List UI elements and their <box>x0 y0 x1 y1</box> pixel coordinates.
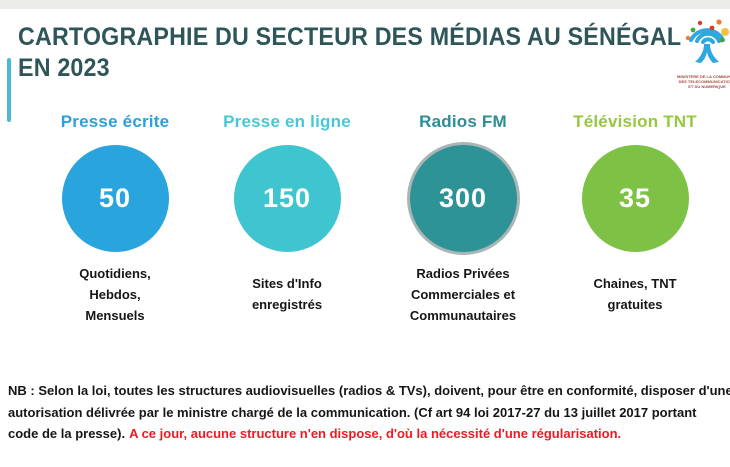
legal-note-line-1: NB : Selon la loi, toutes les structures… <box>8 383 730 398</box>
stat-label-line: gratuites <box>607 297 663 312</box>
logo-dots <box>685 19 729 43</box>
page-title-line-1: CARTOGRAPHIE DU SECTEUR DES MÉDIAS AU SÉ… <box>18 23 682 51</box>
page-title-line-2: EN 2023 <box>18 54 110 82</box>
column-presse-en-ligne: Presse en ligne 150 Sites d'Info enregis… <box>198 112 376 328</box>
stat-label-line: Radios Privées <box>416 265 510 281</box>
ministry-logo: MINISTERE DE LA COMMUNICATION DES TELECO… <box>677 14 730 89</box>
stat-label: Sites d'Info enregistrés <box>198 260 376 328</box>
stat-label-line: Hebdos, <box>89 286 141 302</box>
stat-circle: 300 <box>409 145 517 252</box>
tree-trunk <box>695 44 719 63</box>
legal-note-black-text: code de la presse). <box>8 426 126 441</box>
page-title: CARTOGRAPHIE DU SECTEUR DES MÉDIAS AU SÉ… <box>18 22 681 84</box>
stat-label-line: Chaines, TNT <box>593 276 677 291</box>
stat-value: 300 <box>438 183 488 213</box>
stat-value: 35 <box>618 183 652 213</box>
stat-label-line: enregistrés <box>251 297 323 312</box>
stat-circle: 50 <box>61 145 169 252</box>
stat-value: 50 <box>98 183 132 213</box>
column-television-tnt: Télévision TNT 35 Chaines, TNT gratuites <box>546 112 724 328</box>
stat-value: 150 <box>262 183 312 213</box>
legal-note-line-2: autorisation délivrée par le ministre ch… <box>8 404 697 420</box>
legal-note-line-3: code de la presse). A ce jour, aucune str… <box>8 423 730 445</box>
column-header: Presse écrite <box>60 112 170 131</box>
stat-label-line: Mensuels <box>85 307 145 323</box>
logo-caption-line-2: DES TELECOMMUNICATIONS <box>678 79 730 84</box>
stat-label-line: Sites d'Info <box>252 276 322 291</box>
column-presse-ecrite: Presse écrite 50 Quotidiens, Hebdos, Men… <box>26 112 204 328</box>
stat-label: Radios Privées Commerciales et Communaut… <box>374 260 552 328</box>
stat-label-line: Quotidiens, <box>79 265 151 281</box>
ministry-logo-caption: MINISTERE DE LA COMMUNICATION DES TELECO… <box>677 74 730 89</box>
stat-label-line: Communautaires <box>409 307 517 323</box>
column-radios-fm: Radios FM 300 Radios Privées Commerciale… <box>374 112 552 328</box>
column-header: Presse en ligne <box>223 112 351 131</box>
tree-logo-icon <box>685 19 729 63</box>
stat-circle: 35 <box>581 145 689 252</box>
stat-label: Quotidiens, Hebdos, Mensuels <box>26 260 204 328</box>
stat-circle: 150 <box>233 145 341 252</box>
logo-caption-line-3: ET DU NUMERIQUE <box>688 84 726 89</box>
stat-label-line: Commerciales et <box>410 286 516 302</box>
top-strip <box>0 0 730 9</box>
title-accent-bar <box>7 58 11 122</box>
column-header: Télévision TNT <box>573 112 697 131</box>
legal-note: NB : Selon la loi, toutes les structures… <box>8 380 730 445</box>
legal-note-red-text: A ce jour, aucune structure n'en dispose… <box>129 426 622 441</box>
stat-label: Chaines, TNT gratuites <box>546 260 724 328</box>
column-header: Radios FM <box>419 112 507 131</box>
logo-caption-line-1: MINISTERE DE LA COMMUNICATION <box>677 74 730 79</box>
